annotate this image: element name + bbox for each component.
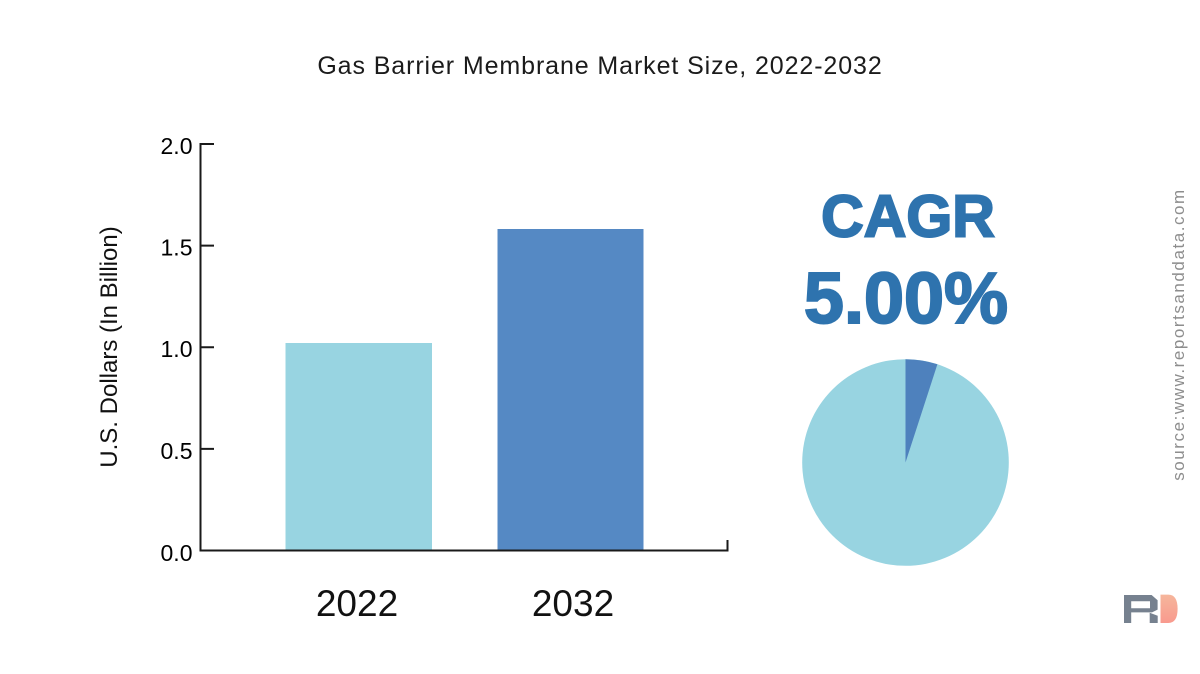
svg-text:Gas Barrier Membrane Market Si: Gas Barrier Membrane Market Size, 2022-2… bbox=[317, 52, 882, 80]
svg-text:1.5: 1.5 bbox=[161, 235, 193, 261]
svg-text:0.5: 0.5 bbox=[161, 438, 193, 464]
svg-text:U.S. Dollars (In Billion): U.S. Dollars (In Billion) bbox=[96, 226, 123, 467]
svg-text:CAGR: CAGR bbox=[821, 184, 995, 250]
svg-text:2.0: 2.0 bbox=[161, 133, 193, 159]
svg-text:source:www.reportsanddata.com: source:www.reportsanddata.com bbox=[1169, 188, 1188, 481]
svg-text:0.0: 0.0 bbox=[161, 540, 193, 566]
svg-text:2022: 2022 bbox=[316, 583, 398, 624]
svg-text:2032: 2032 bbox=[532, 583, 614, 624]
svg-text:1.0: 1.0 bbox=[161, 336, 193, 362]
svg-text:5.00%: 5.00% bbox=[804, 259, 1008, 339]
